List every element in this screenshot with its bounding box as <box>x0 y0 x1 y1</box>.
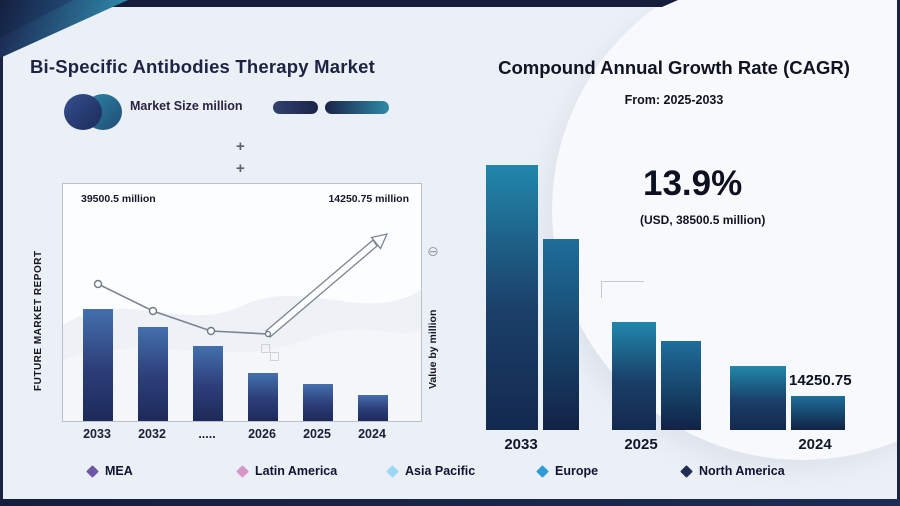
market-bar-2033 <box>83 309 113 421</box>
cagr-bar-2033-1 <box>486 165 538 430</box>
icon-navy-disc <box>64 94 102 130</box>
start-value-annotation: 39500.5 million <box>81 193 156 205</box>
cagr-subtitle: From: 2025-2033 <box>624 93 724 107</box>
market-bar-2032 <box>138 327 168 421</box>
x-axis-label: 2024 <box>798 436 832 453</box>
decorative-pill-navy <box>273 101 318 114</box>
legend-label: Asia Pacific <box>405 464 476 478</box>
mini-square-icon <box>270 352 279 361</box>
market-size-bars <box>63 184 421 421</box>
cagr-note: (USD, 38500.5 million) <box>640 213 766 227</box>
x-axis-label: 2032 <box>138 427 166 441</box>
diamond-icon <box>536 464 549 478</box>
diamond-icon <box>86 464 99 478</box>
legend-label: North America <box>699 464 785 478</box>
top-frame-bar <box>0 0 678 7</box>
region-legend: MEA Latin America Asia Pacific Europe North … <box>0 464 900 488</box>
x-axis-label: 2033 <box>83 427 111 441</box>
mini-square-icon <box>261 344 270 353</box>
cagr-bar-2024-1 <box>730 366 786 430</box>
x-axis-label: 2024 <box>358 427 386 441</box>
market-bar-2024 <box>358 395 388 421</box>
future-market-report-label: FUTURE MARKET REPORT <box>33 250 44 392</box>
plus-icon: + <box>236 138 245 155</box>
value-axis-label: Value by million <box>427 309 439 389</box>
cagr-bar-2025-2 <box>661 341 701 430</box>
market-size-legend-label: Market Size million <box>130 99 243 113</box>
diamond-icon <box>386 464 399 478</box>
legend-item-north-america: North America <box>680 464 785 478</box>
cagr-bar-2025-1 <box>612 322 656 430</box>
end-value-label: 14250.75 <box>789 372 852 389</box>
right-frame-bar <box>897 0 900 506</box>
x-axis-label: 2026 <box>248 427 276 441</box>
x-axis-label: ..... <box>198 427 216 441</box>
legend-item-asia-pacific: Asia Pacific <box>386 464 476 478</box>
x-axis-label: 2025 <box>624 436 658 453</box>
cagr-bar-2033-2 <box>543 239 579 430</box>
cagr-bar-2024-2 <box>791 396 845 430</box>
market-bar-2026 <box>248 373 278 421</box>
legend-item-europe: Europe <box>536 464 599 478</box>
legend-label: MEA <box>105 464 133 478</box>
market-size-x-axis: 2033 2032..... 2026 2025 2024 <box>62 427 420 445</box>
cagr-x-axis: 2033 2025 2024 <box>0 436 900 456</box>
market-bar-2025 <box>303 384 333 421</box>
left-frame-bar <box>0 0 3 506</box>
bottom-frame-bar <box>0 499 900 506</box>
trend-line-arrow <box>93 233 389 338</box>
legend-item-latin-america: Latin America <box>236 464 338 478</box>
market-size-icon <box>64 92 124 132</box>
x-axis-label: 2025 <box>303 427 331 441</box>
legend-label: Europe <box>555 464 599 478</box>
legend-label: Latin America <box>255 464 338 478</box>
diamond-icon <box>680 464 693 478</box>
legend-item-mea: MEA <box>86 464 133 478</box>
market-size-chart: 39500.5 million 14250.75 million <box>62 183 422 422</box>
x-axis-label: 2033 <box>504 436 538 453</box>
diamond-icon <box>236 464 249 478</box>
circle-minus-icon: ⊖ <box>427 243 439 259</box>
step-decoration <box>601 281 644 298</box>
end-value-annotation: 14250.75 million <box>328 193 409 205</box>
left-chart-title: Bi-Specific Antibodies Therapy Market <box>30 56 375 77</box>
cagr-title: Compound Annual Growth Rate (CAGR) <box>498 57 850 78</box>
plus-icon: + <box>236 160 245 177</box>
market-bar-..... <box>193 346 223 421</box>
cagr-value: 13.9% <box>643 164 743 203</box>
decorative-pill-teal <box>325 101 389 114</box>
